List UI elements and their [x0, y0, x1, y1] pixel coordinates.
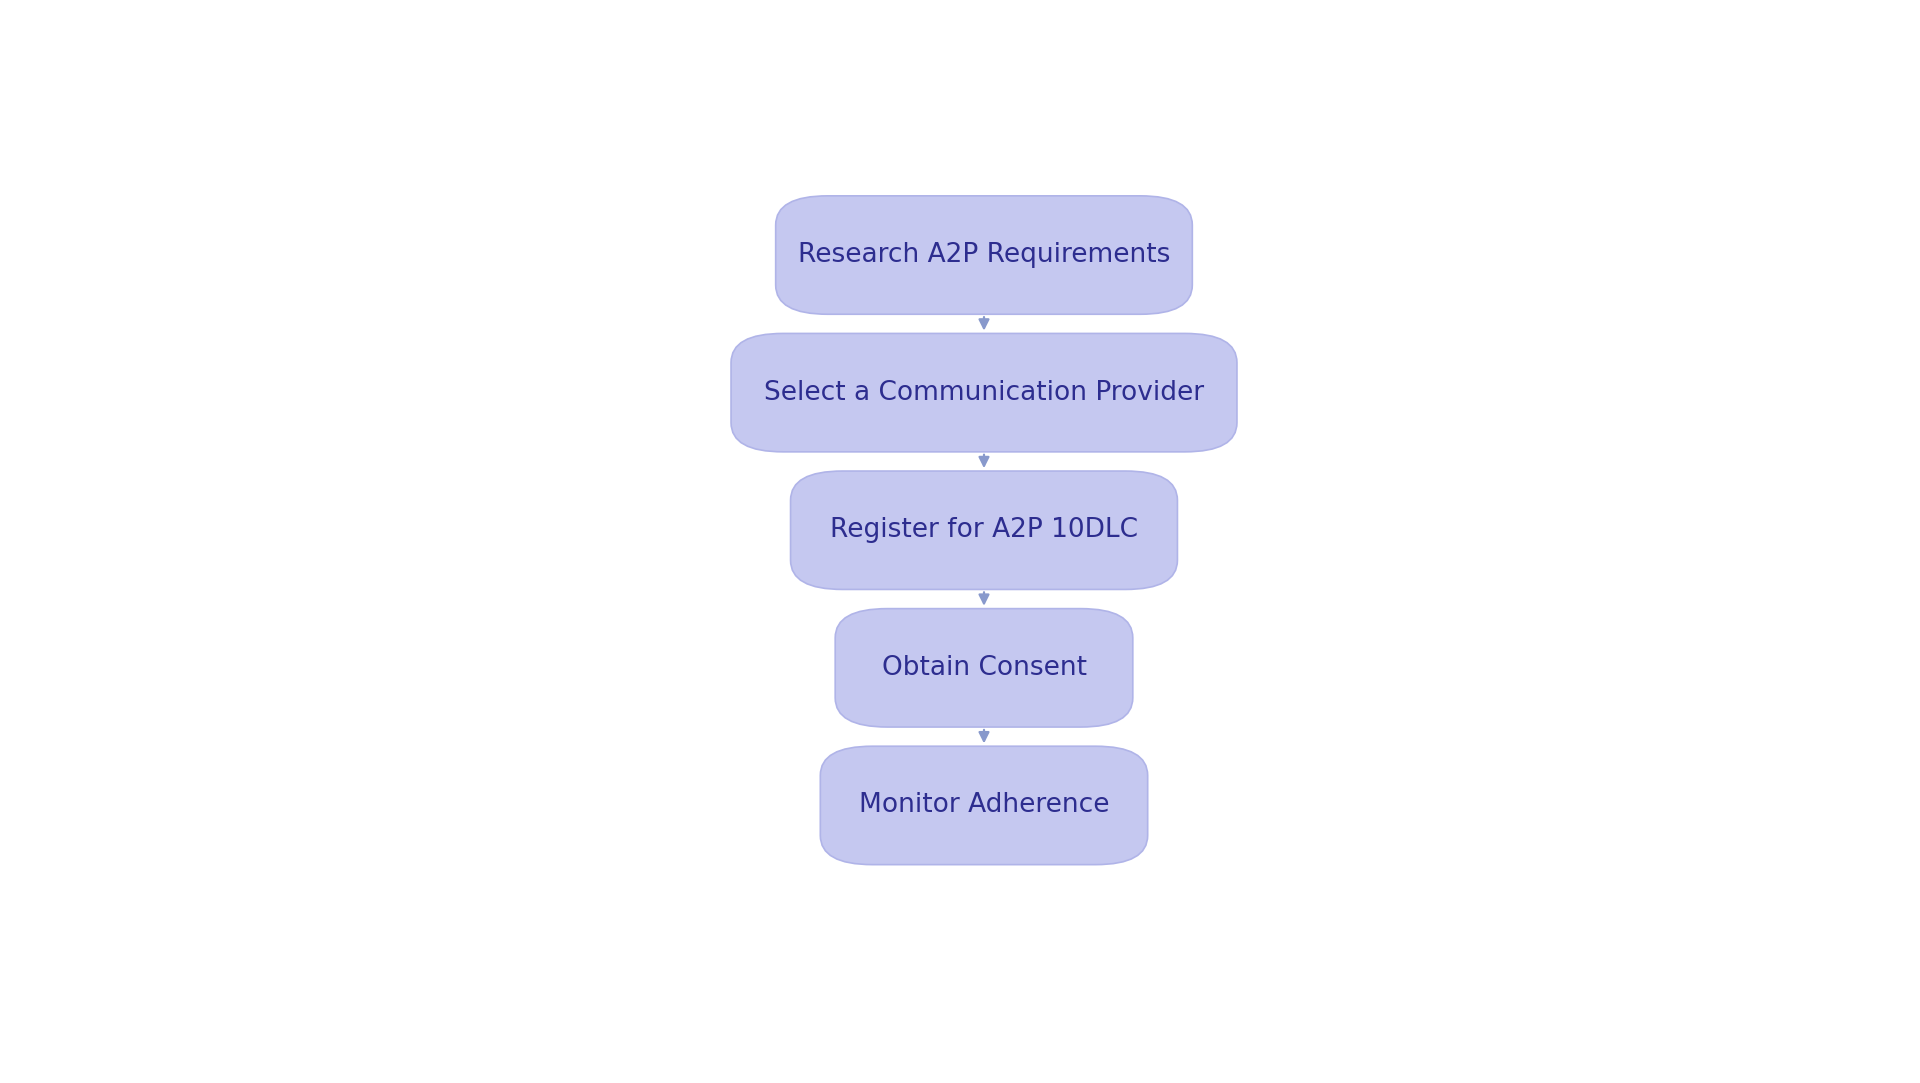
FancyBboxPatch shape: [835, 609, 1133, 727]
Text: Research A2P Requirements: Research A2P Requirements: [799, 242, 1169, 269]
FancyBboxPatch shape: [791, 471, 1177, 589]
FancyBboxPatch shape: [732, 334, 1236, 452]
FancyBboxPatch shape: [820, 746, 1148, 864]
Text: Obtain Consent: Obtain Consent: [881, 655, 1087, 681]
Text: Register for A2P 10DLC: Register for A2P 10DLC: [829, 518, 1139, 544]
FancyBboxPatch shape: [776, 196, 1192, 314]
Text: Monitor Adherence: Monitor Adherence: [858, 793, 1110, 819]
Text: Select a Communication Provider: Select a Communication Provider: [764, 380, 1204, 406]
